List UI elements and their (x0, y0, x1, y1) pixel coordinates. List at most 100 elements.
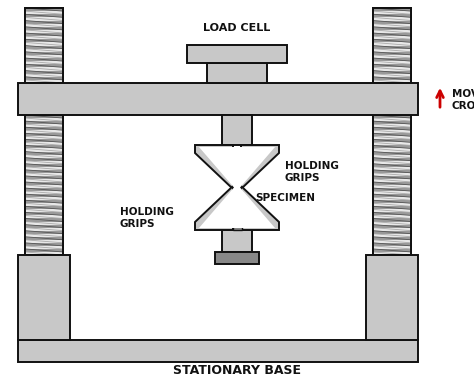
Bar (373, 158, 411, 161)
Bar (25, 158, 63, 161)
Bar (373, 249, 411, 252)
Bar (373, 155, 411, 158)
Bar (373, 58, 411, 61)
Bar (25, 23, 63, 27)
Bar (25, 30, 63, 33)
Text: HOLDING
GRIPS: HOLDING GRIPS (120, 207, 174, 229)
Bar (373, 170, 411, 173)
Bar (373, 194, 411, 197)
Bar (373, 33, 411, 36)
Bar (373, 45, 411, 49)
Polygon shape (195, 186, 233, 230)
Bar (373, 215, 411, 218)
Bar (25, 212, 63, 215)
Polygon shape (241, 186, 279, 230)
Bar (373, 221, 411, 225)
Bar (373, 80, 411, 83)
Bar (25, 64, 63, 67)
Bar (18, 255, 70, 340)
Bar (25, 133, 63, 136)
Bar (373, 164, 411, 167)
Bar (25, 167, 63, 170)
Bar (373, 206, 411, 209)
Bar (373, 8, 411, 11)
Bar (25, 130, 63, 133)
Bar (233, 191, 242, 230)
Bar (373, 203, 411, 206)
Bar (25, 185, 63, 188)
Bar (373, 167, 411, 170)
Bar (25, 74, 63, 77)
Bar (25, 237, 63, 240)
Bar (373, 20, 411, 23)
Bar (222, 115, 252, 145)
Bar (25, 11, 63, 14)
Bar (25, 218, 63, 221)
Bar (373, 52, 411, 55)
Bar (373, 243, 411, 246)
Bar (25, 215, 63, 218)
Bar (25, 173, 63, 176)
Bar (25, 194, 63, 197)
Bar (18, 340, 418, 362)
Bar (222, 230, 252, 252)
Bar (25, 206, 63, 209)
Bar (25, 182, 63, 185)
Bar (25, 80, 63, 83)
Bar (373, 197, 411, 200)
Bar (25, 8, 63, 83)
Bar (25, 67, 63, 70)
Bar (366, 255, 418, 340)
Bar (25, 139, 63, 143)
Bar (373, 179, 411, 182)
Bar (25, 39, 63, 42)
Bar (25, 20, 63, 23)
Bar (25, 164, 63, 167)
Bar (25, 170, 63, 173)
Polygon shape (199, 147, 275, 191)
Bar (25, 115, 63, 255)
Bar (373, 252, 411, 255)
Bar (373, 49, 411, 52)
Bar (25, 246, 63, 249)
Bar (373, 115, 411, 255)
Bar (373, 246, 411, 249)
Bar (373, 64, 411, 67)
Bar (25, 8, 63, 83)
Bar (373, 173, 411, 176)
Bar (373, 70, 411, 74)
Bar (373, 77, 411, 80)
Bar (207, 63, 267, 83)
Bar (373, 118, 411, 121)
Bar (25, 52, 63, 55)
Bar (25, 36, 63, 39)
Bar (373, 42, 411, 45)
Bar (25, 197, 63, 200)
Bar (373, 115, 411, 255)
Bar (25, 200, 63, 203)
Bar (25, 203, 63, 206)
Bar (25, 146, 63, 149)
Bar (25, 124, 63, 127)
Bar (373, 212, 411, 215)
Bar (373, 143, 411, 146)
Bar (373, 185, 411, 188)
Bar (25, 209, 63, 212)
Bar (373, 209, 411, 212)
Bar (25, 49, 63, 52)
Bar (373, 55, 411, 58)
Bar (25, 27, 63, 30)
Text: STATIONARY BASE: STATIONARY BASE (173, 363, 301, 376)
Bar (25, 118, 63, 121)
Bar (18, 83, 418, 115)
Bar (215, 252, 259, 264)
Bar (25, 77, 63, 80)
Bar (25, 121, 63, 124)
Bar (25, 155, 63, 158)
Bar (373, 67, 411, 70)
Bar (373, 115, 411, 118)
Bar (373, 152, 411, 155)
Bar (25, 149, 63, 152)
Bar (25, 115, 63, 255)
Polygon shape (241, 145, 279, 189)
